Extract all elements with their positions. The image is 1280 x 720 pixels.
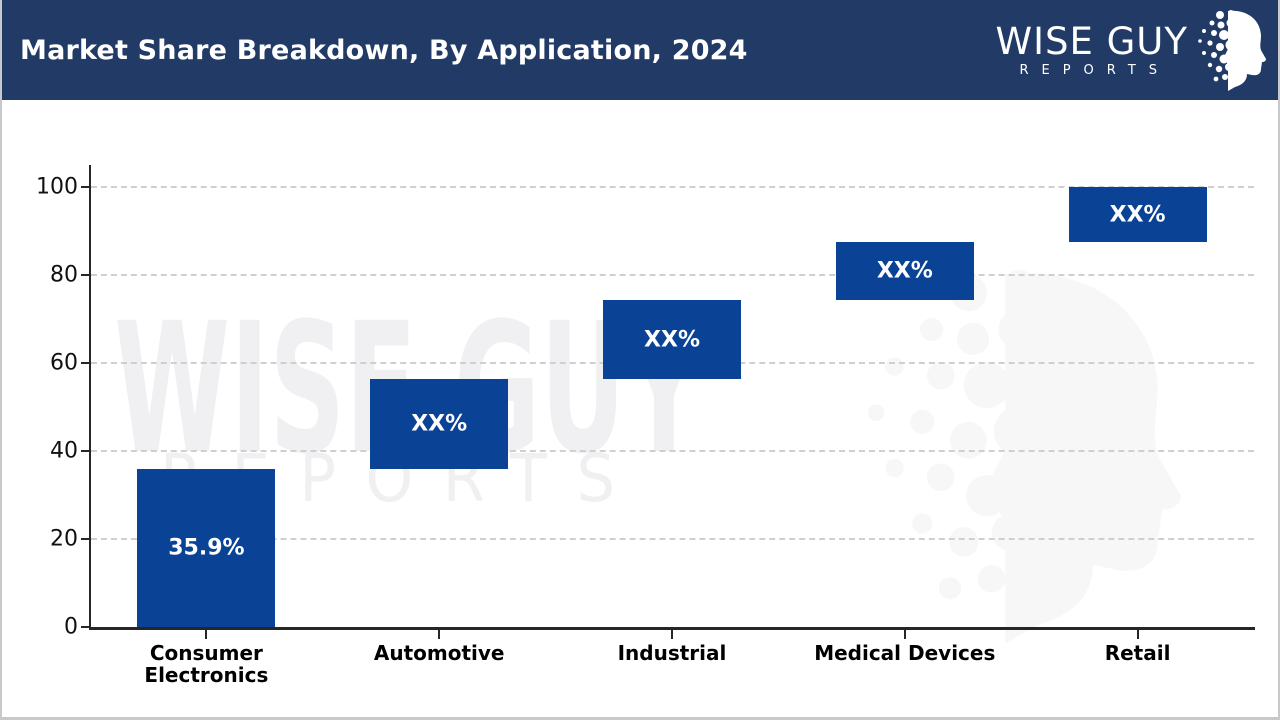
bar (370, 379, 509, 470)
y-tick-mark (81, 538, 90, 540)
bar-value-label: XX% (411, 411, 468, 437)
y-tick-label: 100 (36, 174, 78, 200)
y-tick-label: 60 (50, 350, 78, 376)
y-tick-mark (81, 186, 90, 188)
bar (603, 300, 741, 380)
logo-text: WISE GUY REPORTS (996, 23, 1188, 78)
y-tick-mark (81, 450, 90, 452)
x-tick-mark (1136, 630, 1139, 639)
y-tick-mark (81, 274, 90, 276)
x-tick-mark (438, 630, 441, 639)
y-tick-label: 0 (64, 614, 78, 640)
gridline (91, 274, 1254, 276)
x-tick-mark (903, 630, 906, 639)
bar-value-label: XX% (1109, 202, 1166, 227)
logo-face-icon (1190, 5, 1268, 95)
bar (1068, 187, 1207, 242)
x-tick-mark (205, 630, 208, 639)
y-tick-mark (81, 626, 90, 628)
x-tick-label: Consumer Electronics (144, 641, 269, 687)
bar (137, 469, 276, 627)
y-tick-label: 40 (50, 438, 78, 464)
y-axis-line (89, 165, 91, 630)
y-tick-label: 80 (50, 262, 78, 288)
x-tick-label: Industrial (617, 641, 727, 665)
gridline (91, 450, 1254, 452)
x-axis-line (89, 627, 1255, 630)
gridline (91, 186, 1254, 188)
gridline (91, 538, 1254, 540)
watermark-face-icon (830, 205, 1190, 689)
y-tick-mark (81, 362, 90, 364)
wise-guy-reports-logo: WISE GUY REPORTS (996, 5, 1278, 95)
y-tick-label: 20 (50, 526, 78, 552)
bar-value-label: 35.9% (168, 535, 245, 561)
x-tick-label: Retail (1104, 641, 1171, 665)
x-tick-label: Automotive (373, 641, 505, 665)
logo-name: WISE GUY (995, 19, 1188, 63)
logo-subtitle: REPORTS (1019, 62, 1171, 78)
bar-value-label: XX% (644, 327, 700, 353)
bar (835, 242, 974, 301)
x-tick-mark (671, 630, 673, 639)
header-bar: Market Share Breakdown, By Application, … (2, 0, 1278, 100)
chart-title: Market Share Breakdown, By Application, … (20, 34, 748, 66)
bar-value-label: XX% (876, 258, 933, 284)
x-tick-label: Medical Devices (814, 641, 996, 665)
